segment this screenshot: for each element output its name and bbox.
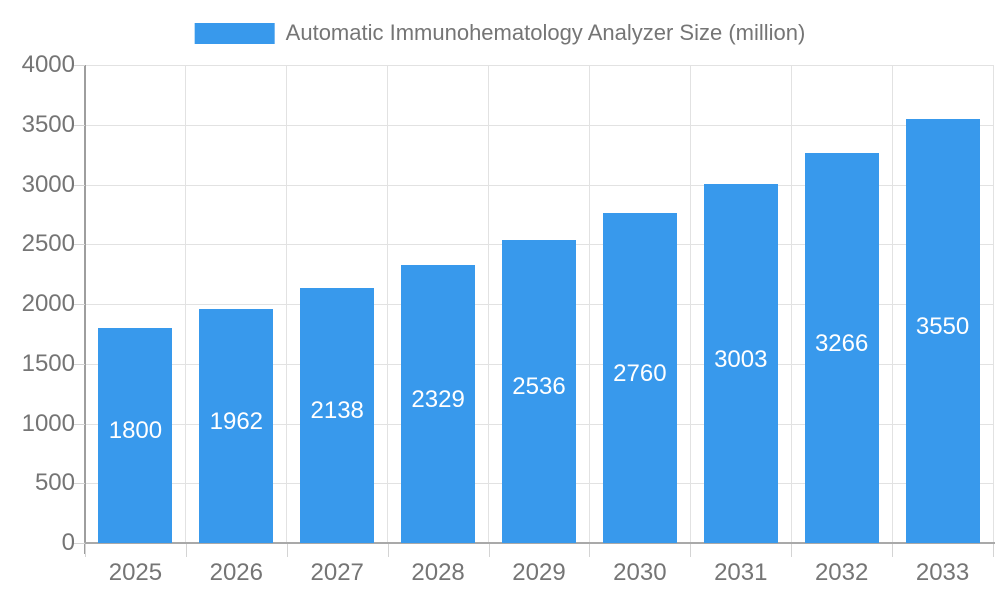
y-axis-tick [72,483,85,485]
y-axis-tick [72,304,85,305]
bar[interactable]: 1962 [199,308,274,543]
x-axis-line [84,542,995,544]
y-axis-tick [72,65,85,66]
v-gridline [689,65,691,543]
y-axis-tick [72,184,85,186]
bar[interactable]: 2536 [502,239,576,543]
v-gridline [891,65,893,543]
bar[interactable]: 3550 [905,118,980,543]
bar-value-label: 3266 [814,329,869,357]
x-axis-tick [387,544,389,557]
x-axis-tick [993,544,994,557]
h-gridline [85,184,993,186]
y-axis-label: 4000 [21,51,75,78]
bar-value-label: 2760 [613,360,667,388]
x-axis-label: 2031 [714,559,768,586]
h-gridline [85,65,993,66]
x-axis-tick [892,544,894,557]
bar-value-label: 2536 [512,373,566,401]
v-gridline [992,65,994,543]
v-gridline [286,65,288,543]
y-axis-label: 1000 [21,409,75,437]
x-axis-tick [589,544,591,557]
x-axis-tick [185,544,187,557]
y-axis-label: 1500 [21,349,75,377]
y-axis-label: 3500 [21,110,75,138]
x-axis-label: 2025 [108,559,163,586]
bar[interactable]: 2329 [401,264,476,543]
v-gridline [588,65,590,543]
x-axis-label: 2027 [310,559,364,586]
y-axis-tick [72,244,85,246]
bar-value-label: 3550 [915,312,970,340]
bar-value-label: 3003 [714,345,768,373]
x-axis-tick [488,544,490,557]
y-axis-label: 2000 [21,290,75,317]
y-axis-tick [72,124,85,126]
x-axis-tick [690,544,692,557]
bar[interactable]: 2138 [300,287,375,543]
v-gridline [488,65,490,543]
bar-value-label: 2138 [310,397,364,425]
bar[interactable]: 3266 [804,152,879,543]
x-axis-tick [85,544,86,557]
v-gridline [387,65,389,543]
bar[interactable]: 3003 [703,184,778,543]
y-axis-line [84,65,86,554]
bar-value-label: 2329 [411,385,465,413]
y-axis-label: 3000 [21,170,75,198]
x-axis-label: 2032 [814,559,869,586]
legend-item[interactable]: Automatic Immunohematology Analyzer Size… [194,20,806,46]
x-axis-label: 2028 [411,559,465,586]
x-axis-tick [791,544,793,557]
y-axis-tick [72,543,85,544]
x-axis-label: 2026 [209,559,263,586]
y-axis-label: 500 [34,469,75,497]
y-axis-label: 2500 [21,230,75,258]
legend-swatch [194,22,275,44]
bar-value-label: 1962 [209,407,264,435]
x-axis-label: 2029 [512,559,566,586]
y-axis-tick [72,423,85,425]
bar-value-label: 1800 [108,417,163,445]
bar[interactable]: 1800 [98,327,173,543]
bar[interactable]: 2760 [602,213,677,543]
legend-series-label: Automatic Immunohematology Analyzer Size… [285,20,806,45]
h-gridline [85,124,993,126]
v-gridline [185,65,187,543]
x-axis-label: 2033 [915,559,970,586]
y-axis-label: 0 [61,529,75,556]
x-axis-tick [286,544,288,557]
v-gridline [790,65,792,543]
x-axis-label: 2030 [613,559,667,586]
y-axis-tick [72,363,85,365]
